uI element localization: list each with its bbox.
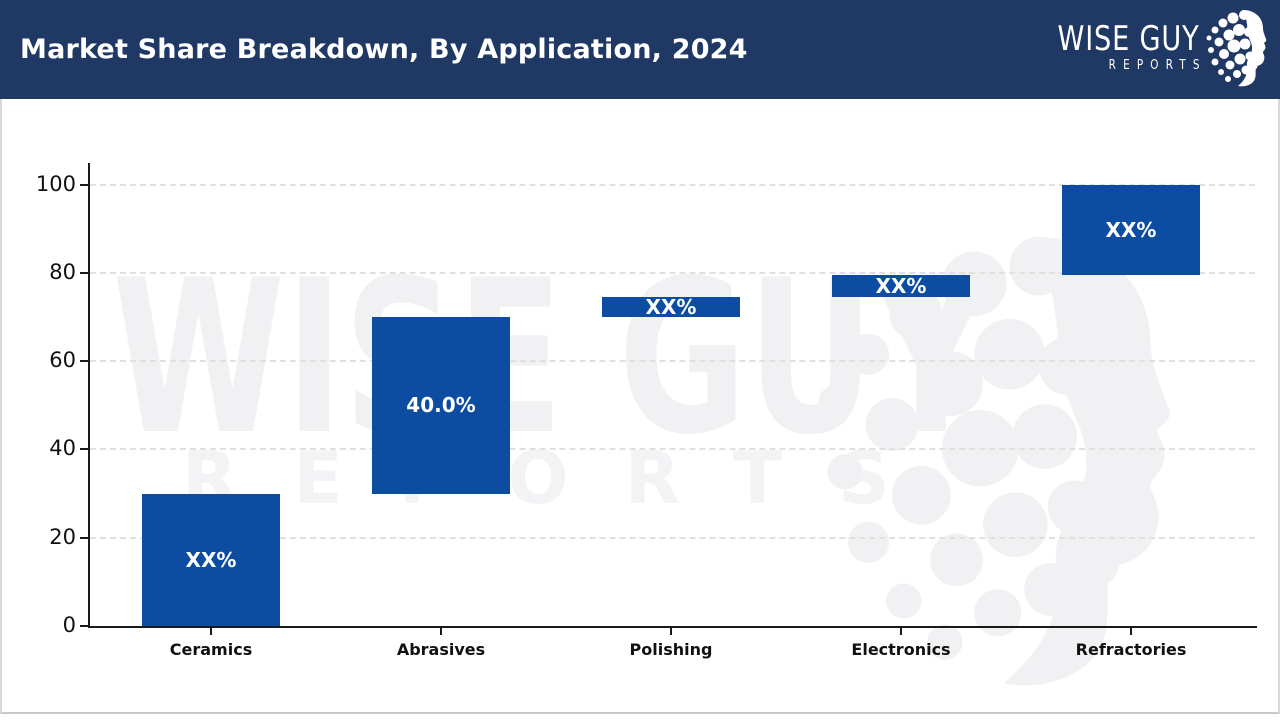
y-axis-line: [88, 163, 90, 628]
bar-value-label-electronics: XX%: [875, 274, 927, 299]
gridline-20: [90, 536, 1255, 539]
x-axis-category-label-electronics: Electronics: [851, 640, 951, 659]
bar-value-label-ceramics: XX%: [185, 547, 237, 572]
chart-area: 0 20 40 60 80 100 XX% Ceramics 40.0% Abrasives XX%…: [0, 99, 1280, 714]
y-tick-100: [80, 183, 88, 186]
bar-refractories: XX%: [1062, 184, 1200, 275]
bar-value-label-refractories: XX%: [1105, 217, 1157, 242]
chart-title: Market Share Breakdown, By Application, …: [20, 34, 748, 65]
logo-text-wise-guy: WISE GUY: [1057, 19, 1200, 60]
bar-value-label-abrasives: 40.0%: [406, 393, 476, 418]
bar-abrasives: 40.0%: [372, 316, 510, 494]
y-tick-label: 20: [49, 524, 76, 549]
y-tick-0: [80, 625, 88, 627]
y-tick-60: [80, 360, 88, 363]
x-axis-line: [88, 626, 1257, 628]
bar-ceramics: XX%: [142, 493, 280, 626]
bar-electronics: XX%: [832, 274, 970, 299]
x-axis-category-label-polishing: Polishing: [629, 640, 713, 659]
y-tick-label: 60: [49, 348, 76, 373]
x-axis-category-label-ceramics: Ceramics: [169, 640, 253, 659]
y-tick-label: 0: [62, 613, 76, 637]
x-tick-refractories: [1130, 628, 1132, 635]
x-tick-abrasives: [440, 628, 442, 635]
gridline-40: [90, 448, 1255, 451]
logo-head-icon: [1202, 8, 1268, 88]
header-bar: Market Share Breakdown, By Application, …: [0, 0, 1280, 99]
bar-value-label-polishing: XX%: [645, 295, 697, 320]
y-tick-80: [80, 271, 88, 274]
gridline-100: [90, 183, 1255, 186]
x-axis-category-label-refractories: Refractories: [1075, 640, 1187, 659]
gridline-80: [90, 271, 1255, 274]
wise-guy-logo: WISE GUY REPORTS: [1022, 8, 1268, 88]
y-tick-label: 80: [49, 259, 76, 284]
y-tick-label: 100: [35, 171, 76, 196]
y-tick-label: 40: [49, 436, 76, 461]
x-tick-ceramics: [210, 628, 212, 635]
y-tick-20: [80, 536, 88, 539]
y-tick-40: [80, 448, 88, 451]
x-tick-electronics: [900, 628, 902, 635]
bar-polishing: XX%: [602, 295, 740, 320]
gridline-60: [90, 360, 1255, 363]
logo-text-reports: REPORTS: [1109, 58, 1208, 74]
x-tick-polishing: [670, 628, 672, 635]
x-axis-category-label-abrasives: Abrasives: [396, 640, 486, 659]
